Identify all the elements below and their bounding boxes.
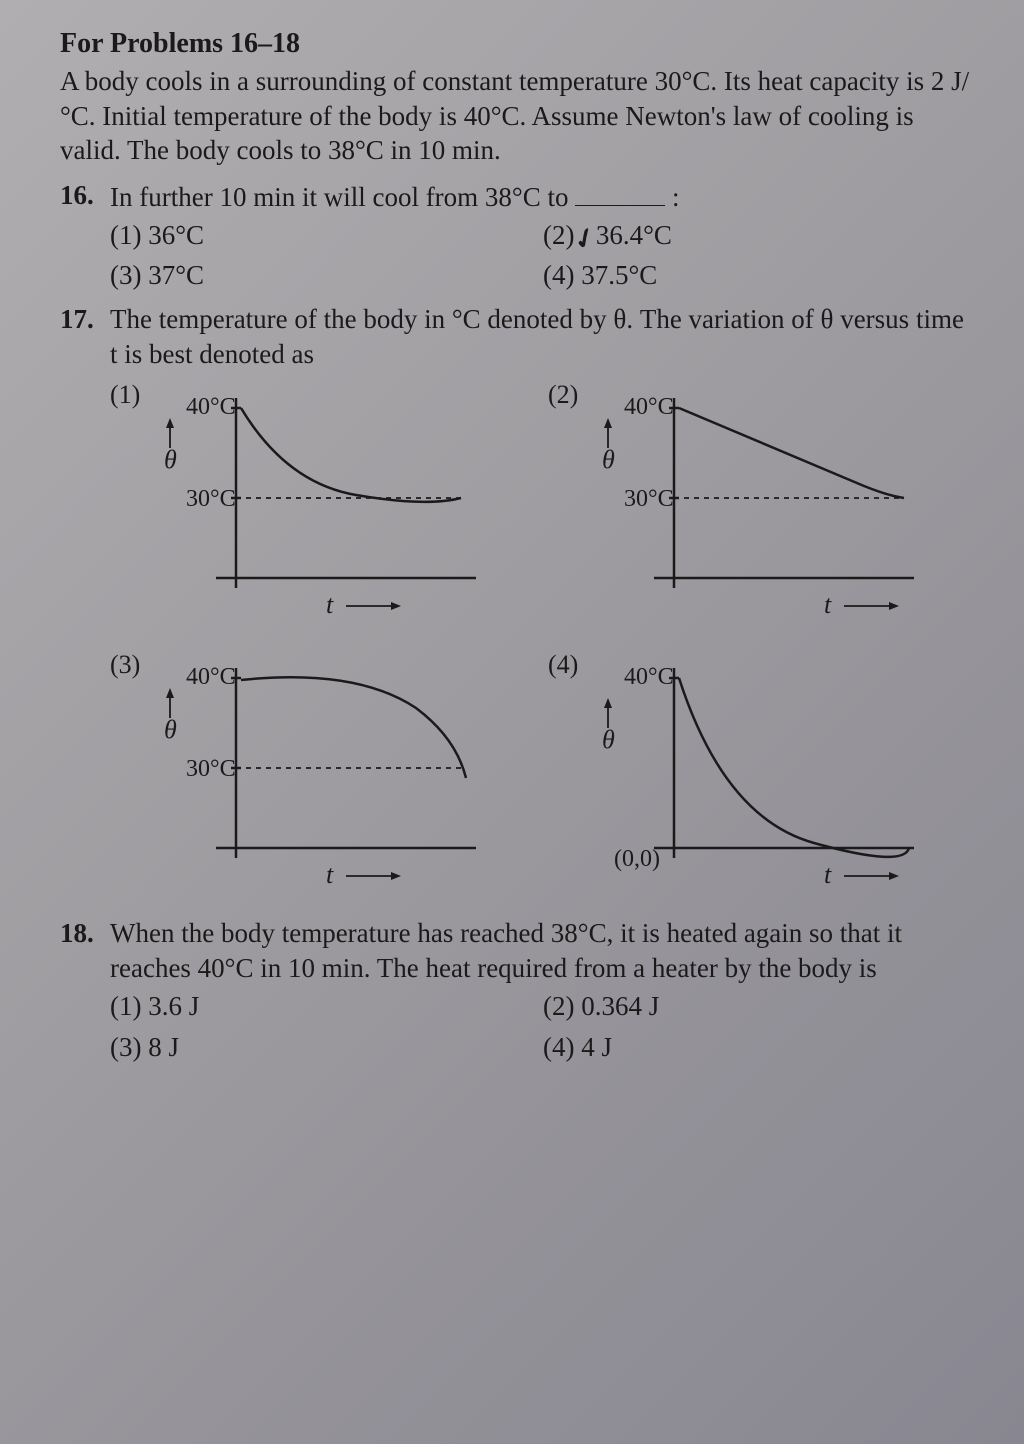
q17-graph-2-cell: (2) 40°C 30°C θ t — [548, 378, 976, 628]
q16-option-3: (3) 37°C — [110, 255, 543, 296]
graph2-y-mid: 30°C — [624, 486, 674, 512]
q17-number: 17. — [60, 302, 110, 372]
q17-graph-4: 40°C θ (0,0) t — [594, 648, 934, 898]
graph3-y-top: 40°C — [186, 664, 236, 690]
q17-graph-3-cell: (3) 40°C 30°C θ t — [110, 648, 538, 898]
graph1-y-top: 40°C — [186, 394, 236, 420]
q18-number: 18. — [60, 916, 110, 986]
q17-graph-1-label: (1) — [110, 378, 156, 410]
graph4-y-top: 40°C — [624, 664, 674, 690]
graph1-theta: θ — [164, 445, 177, 474]
q18-option-2: (2) 0.364 J — [543, 986, 976, 1027]
graph3-y-mid: 30°C — [186, 756, 236, 782]
q16-text-before: In further 10 min it will cool from 38°C… — [110, 182, 575, 212]
question-18: 18. When the body temperature has reache… — [60, 916, 976, 986]
graph2-theta: θ — [602, 445, 615, 474]
q18-options: (1) 3.6 J (2) 0.364 J (3) 8 J (4) 4 J — [110, 986, 976, 1067]
q16-text: In further 10 min it will cool from 38°C… — [110, 178, 976, 215]
question-16: 16. In further 10 min it will cool from … — [60, 178, 976, 215]
passage-text: A body cools in a surrounding of constan… — [60, 64, 976, 168]
graph3-theta: θ — [164, 715, 177, 744]
q16-options: (1) 36°C (2)✓ 36.4°C (3) 37°C (4) 37.5°C — [110, 215, 976, 296]
q17-graph-2-label: (2) — [548, 378, 594, 410]
graph1-y-mid: 30°C — [186, 486, 236, 512]
graph4-theta: θ — [602, 725, 615, 754]
q17-graph-2: 40°C 30°C θ t — [594, 378, 934, 628]
q17-graph-3: 40°C 30°C θ t — [156, 648, 496, 898]
q17-graph-1-cell: (1) 40°C 30°C θ t — [110, 378, 538, 628]
q16-number: 16. — [60, 178, 110, 215]
q16-option-4: (4) 37.5°C — [543, 255, 976, 296]
q18-text: When the body temperature has reached 38… — [110, 916, 976, 986]
q17-graph-3-label: (3) — [110, 648, 156, 680]
q16-text-after: : — [665, 182, 679, 212]
section-header: For Problems 16–18 — [60, 28, 976, 60]
graph1-t: t — [326, 590, 334, 619]
q17-text: The temperature of the body in °C denote… — [110, 302, 976, 372]
q18-option-3: (3) 8 J — [110, 1027, 543, 1068]
q16-option-1: (1) 36°C — [110, 215, 543, 256]
q17-graph-4-cell: (4) 40°C θ (0,0) t — [548, 648, 976, 898]
question-17: 17. The temperature of the body in °C de… — [60, 302, 976, 372]
graph3-t: t — [326, 860, 334, 889]
q17-graphs: (1) 40°C 30°C θ t — [110, 378, 976, 898]
graph4-t: t — [824, 860, 832, 889]
q17-graph-4-label: (4) — [548, 648, 594, 680]
q18-option-1: (1) 3.6 J — [110, 986, 543, 1027]
q16-option-2: (2)✓ 36.4°C — [543, 215, 976, 256]
page: For Problems 16–18 A body cools in a sur… — [0, 0, 1024, 1444]
graph2-y-top: 40°C — [624, 394, 674, 420]
q18-option-4: (4) 4 J — [543, 1027, 976, 1068]
graph4-origin: (0,0) — [614, 846, 660, 872]
q16-blank — [575, 178, 665, 206]
q17-graph-1: 40°C 30°C θ t — [156, 378, 496, 628]
graph2-t: t — [824, 590, 832, 619]
